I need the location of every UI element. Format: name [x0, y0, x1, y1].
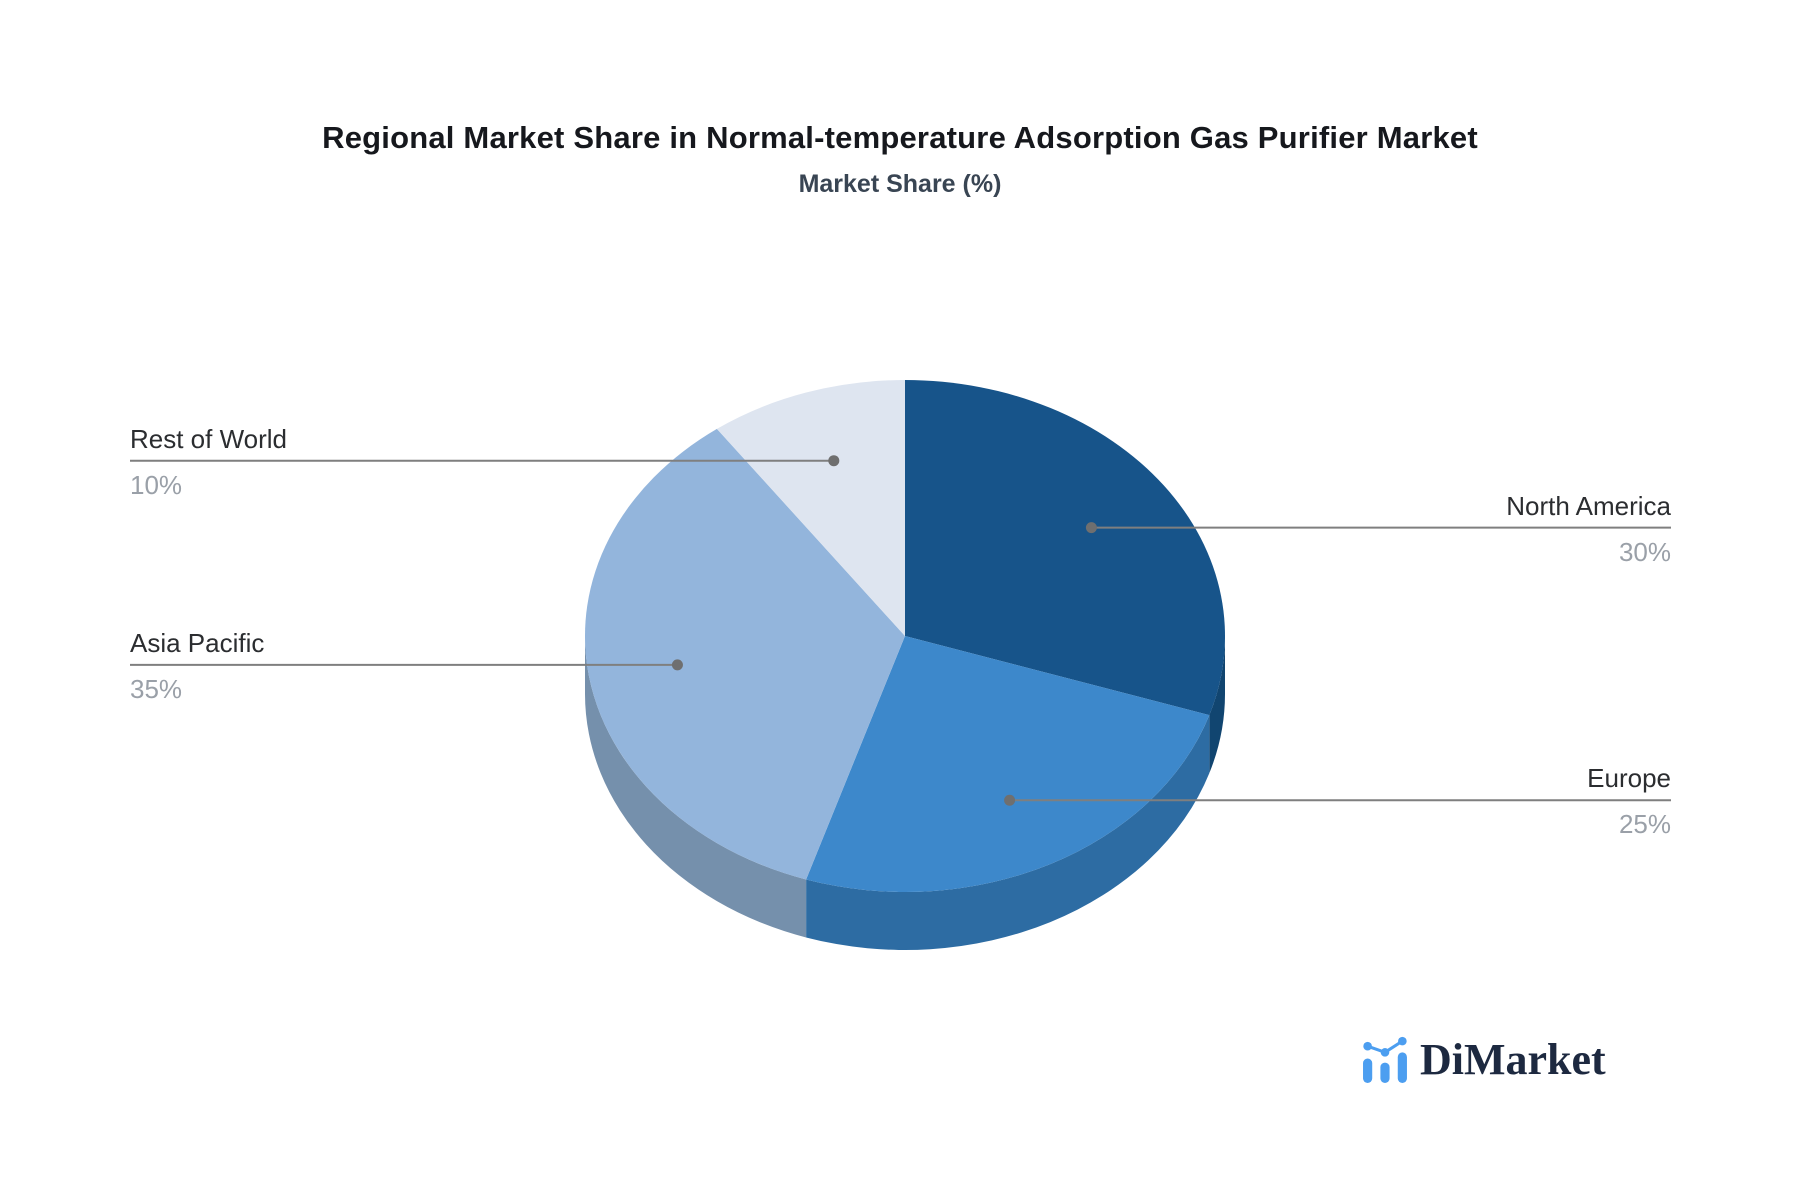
pie-side-europe [806, 715, 1210, 950]
pie-side-north-america [1209, 636, 1225, 774]
leader-dot-north-america [1085, 522, 1097, 534]
pie-slice-rest-of-world[interactable] [716, 380, 905, 636]
leader-dot-rest-of-world [828, 455, 840, 467]
brand-logo: DiMarket [1362, 1036, 1606, 1083]
pie-slice-europe[interactable] [806, 636, 1210, 892]
leader-dot-europe [1004, 794, 1016, 806]
chart-subtitle: Market Share (%) [798, 170, 1002, 198]
leader-dot-asia-pacific [671, 659, 683, 671]
pie-slice-north-america[interactable] [905, 380, 1225, 716]
pie-side-asia-pacific [585, 636, 807, 938]
bar-chart-icon [1363, 1036, 1407, 1083]
pie-slice-asia-pacific[interactable] [585, 428, 905, 880]
brand-name: DiMarket [1420, 1034, 1606, 1084]
chart-title: Regional Market Share in Normal-temperat… [322, 120, 1478, 155]
